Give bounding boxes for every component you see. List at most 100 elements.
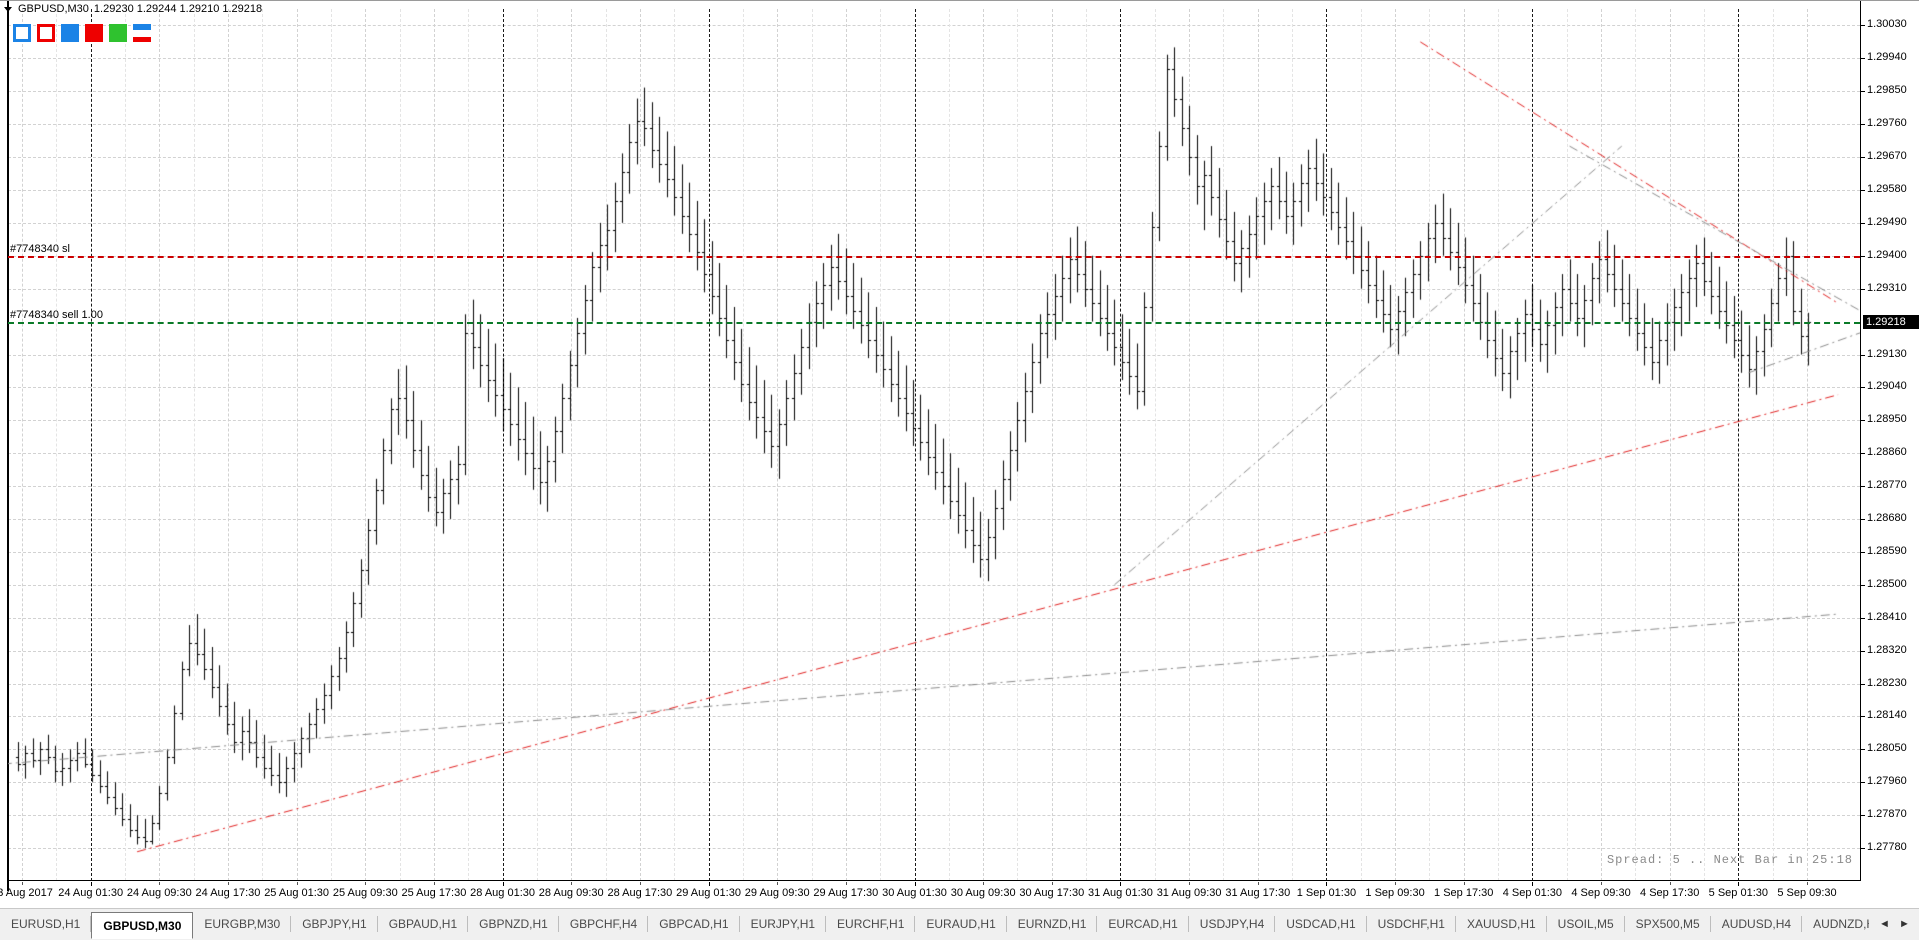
price-tick: 1.28950: [1861, 413, 1919, 425]
outline-blue-swatch[interactable]: [13, 24, 31, 42]
chart-tab-bar[interactable]: EURUSD,H1 GBPUSD,M30 EURGBP,M30 GBPJPY,H1 GB…: [0, 908, 1919, 940]
tab-audusd-h4[interactable]: AUDUSD,H4: [1711, 912, 1803, 936]
fill-green-swatch[interactable]: [109, 24, 127, 42]
price-tick-mark: [1861, 453, 1865, 455]
tab-eurusd-h1[interactable]: EURUSD,H1: [0, 912, 92, 936]
tab-euraud-h1[interactable]: EURAUD,H1: [915, 912, 1008, 936]
order-line-sl[interactable]: [8, 255, 1860, 258]
time-tick-mark: [1395, 882, 1397, 885]
time-tick-mark: [983, 882, 985, 885]
tab-usdchf-h1[interactable]: USDCHF,H1: [1367, 912, 1457, 936]
tab-eurcad-h1[interactable]: EURCAD,H1: [1097, 912, 1190, 936]
time-tick-mark: [227, 882, 229, 885]
price-tick: 1.30030: [1861, 18, 1919, 30]
price-tick-mark: [1861, 617, 1865, 619]
price-tick-mark: [1861, 782, 1865, 784]
price-tick: 1.29580: [1861, 183, 1919, 195]
price-tick-mark: [1861, 354, 1865, 356]
tab-usoil-m5[interactable]: USOIL,M5: [1547, 912, 1625, 936]
time-tick-mark: [1738, 882, 1740, 886]
tab-xauusd-h1[interactable]: XAUUSD,H1: [1456, 912, 1547, 936]
current-price-tag: 1.29218: [1863, 315, 1919, 330]
price-tick-label: 1.29400: [1867, 248, 1907, 261]
price-tick-mark: [1861, 25, 1865, 27]
price-tick-mark: [1861, 584, 1865, 586]
order-line-sell[interactable]: [8, 322, 1860, 325]
split-blue-red-swatch[interactable]: [133, 24, 151, 42]
time-tick-mark: [433, 882, 435, 885]
page-title: GBPUSD,M30: [18, 3, 89, 15]
tab-nav[interactable]: ◄ ►: [1869, 909, 1919, 940]
tab-next-arrow-icon[interactable]: ►: [1899, 918, 1910, 930]
price-tick-label: 1.29040: [1867, 380, 1907, 393]
tab-gbpchf-h4[interactable]: GBPCHF,H4: [559, 912, 649, 936]
time-tick-mark: [1601, 882, 1603, 885]
price-tick-mark: [1861, 650, 1865, 652]
time-tick-label: 28 Aug 01:30: [470, 887, 535, 899]
color-swatch-toolbar[interactable]: [13, 24, 151, 42]
price-tick: 1.27870: [1861, 808, 1919, 820]
price-tick-label: 1.28320: [1867, 643, 1907, 656]
outline-red-swatch[interactable]: [37, 24, 55, 42]
price-tick-label: 1.28860: [1867, 446, 1907, 459]
time-tick-mark: [1189, 882, 1191, 885]
price-tick-label: 1.29490: [1867, 215, 1907, 228]
tab-spx500-m5[interactable]: SPX500,M5: [1625, 912, 1711, 936]
tab-audnzd-h1[interactable]: AUDNZD,H1: [1802, 912, 1869, 936]
time-tick-label: 24 Aug 09:30: [126, 887, 192, 899]
price-tick-label: 1.28410: [1867, 610, 1907, 623]
price-tick-mark: [1861, 420, 1865, 422]
tab-eurchf-h1[interactable]: EURCHF,H1: [826, 912, 916, 936]
price-tick: 1.29670: [1861, 150, 1919, 162]
tab-gbpcad-h1[interactable]: GBPCAD,H1: [648, 912, 740, 936]
tab-prev-arrow-icon[interactable]: ◄: [1879, 918, 1890, 930]
price-tick: 1.28500: [1861, 578, 1919, 590]
tab-eurjpy-h1[interactable]: EURJPY,H1: [740, 912, 827, 936]
fill-red-swatch[interactable]: [85, 24, 103, 42]
price-tick-label: 1.28500: [1867, 577, 1907, 590]
chart-frame[interactable]: #7748340 sl #7748340 sell 1.00 GBPUSD,M30…: [0, 0, 1919, 908]
time-tick-label: 31 Aug 01:30: [1088, 887, 1153, 899]
time-tick-mark: [777, 882, 779, 885]
price-tick-mark: [1861, 91, 1865, 93]
fill-blue-swatch[interactable]: [61, 24, 79, 42]
time-tick-label: 1 Sep 01:30: [1296, 887, 1357, 899]
price-tick: 1.29760: [1861, 117, 1919, 129]
time-tick-mark: [22, 882, 23, 885]
price-tick-mark: [1861, 519, 1865, 521]
price-tick-label: 1.27780: [1867, 841, 1907, 854]
tab-usdcad-h1[interactable]: USDCAD,H1: [1275, 912, 1367, 936]
time-tick-mark: [571, 882, 573, 885]
price-scale[interactable]: 1.30030 1.29940 1.29850 1.29760 1.29670 1.295…: [1861, 1, 1919, 881]
symbol-header: GBPUSD,M30 1.29230 1.29244 1.29210 1.292…: [0, 1, 262, 17]
tab-gbpusd-m30[interactable]: GBPUSD,M30: [91, 912, 194, 939]
price-tick: 1.28770: [1861, 479, 1919, 491]
plot-area[interactable]: [8, 9, 1860, 881]
tab-eurnzd-h1[interactable]: EURNZD,H1: [1007, 912, 1098, 936]
price-tick-mark: [1861, 124, 1865, 126]
tab-strip[interactable]: EURUSD,H1 GBPUSD,M30 EURGBP,M30 GBPJPY,H1 GB…: [0, 909, 1869, 940]
time-tick-label: 30 Aug 17:30: [1019, 887, 1085, 899]
triangle-down-icon[interactable]: [4, 5, 13, 14]
time-tick-label: 31 Aug 17:30: [1225, 887, 1291, 899]
time-tick-mark: [502, 882, 504, 886]
time-tick-mark: [1532, 882, 1534, 886]
time-tick-label: 24 Aug 17:30: [195, 887, 261, 899]
tab-usdjpy-h4[interactable]: USDJPY,H4: [1189, 912, 1276, 936]
time-tick-label: 29 Aug 09:30: [744, 887, 810, 899]
time-tick-label: 30 Aug 01:30: [882, 887, 947, 899]
tab-eurgbp-m30[interactable]: EURGBP,M30: [193, 912, 292, 936]
time-tick-label: 30 Aug 09:30: [950, 887, 1016, 899]
time-tick-label: 23 Aug 2017: [0, 887, 53, 899]
price-tick-mark: [1861, 749, 1865, 751]
price-tick: 1.27960: [1861, 775, 1919, 787]
tab-gbpjpy-h1[interactable]: GBPJPY,H1: [291, 912, 379, 936]
right-axis-line: [1860, 1, 1861, 881]
price-tick: 1.28590: [1861, 545, 1919, 557]
tab-gbpnzd-h1[interactable]: GBPNZD,H1: [468, 912, 559, 936]
price-tick: 1.28860: [1861, 446, 1919, 458]
time-tick-mark: [845, 882, 847, 885]
time-tick-label: 25 Aug 01:30: [264, 887, 330, 899]
tab-gbpaud-h1[interactable]: GBPAUD,H1: [378, 912, 469, 936]
